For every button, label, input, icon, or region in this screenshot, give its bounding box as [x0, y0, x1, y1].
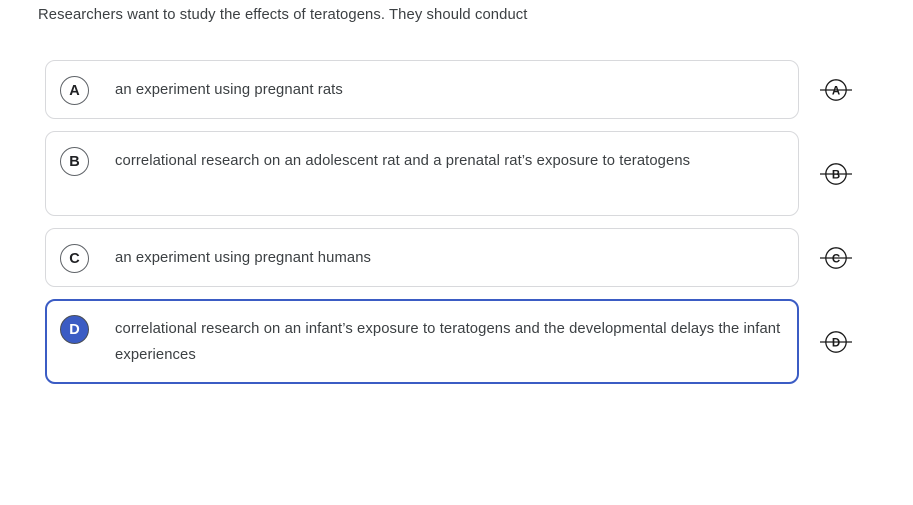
eliminate-answer-button-a[interactable]: A — [819, 75, 853, 105]
eliminate-letter-d: D — [832, 337, 840, 349]
option-letter-badge-b: B — [60, 147, 89, 176]
option-text-c: an experiment using pregnant humans — [115, 250, 372, 266]
option-text-a: an experiment using pregnant rats — [115, 82, 343, 98]
strikethrough-circle-letter-icon: C — [820, 246, 852, 269]
eliminate-answer-button-b[interactable]: B — [819, 159, 853, 189]
option-letter-badge-d: D — [60, 315, 89, 344]
eliminate-letter-c: C — [832, 253, 840, 265]
option-text-d: correlational research on an infant’s ex… — [115, 321, 781, 363]
option-letter-badge-a: A — [60, 76, 89, 105]
option-text-b: correlational research on an adolescent … — [115, 153, 691, 169]
question-stem: Researchers want to study the effects of… — [38, 7, 528, 23]
option-letter-badge-c: C — [60, 244, 89, 273]
eliminate-answer-button-d[interactable]: D — [819, 327, 853, 357]
strikethrough-circle-letter-icon: B — [820, 162, 852, 185]
eliminate-letter-b: B — [832, 169, 840, 181]
eliminate-answer-button-c[interactable]: C — [819, 243, 853, 273]
strikethrough-circle-letter-icon: D — [820, 330, 852, 353]
strikethrough-circle-letter-icon: A — [820, 78, 852, 101]
eliminate-letter-a: A — [832, 85, 840, 97]
